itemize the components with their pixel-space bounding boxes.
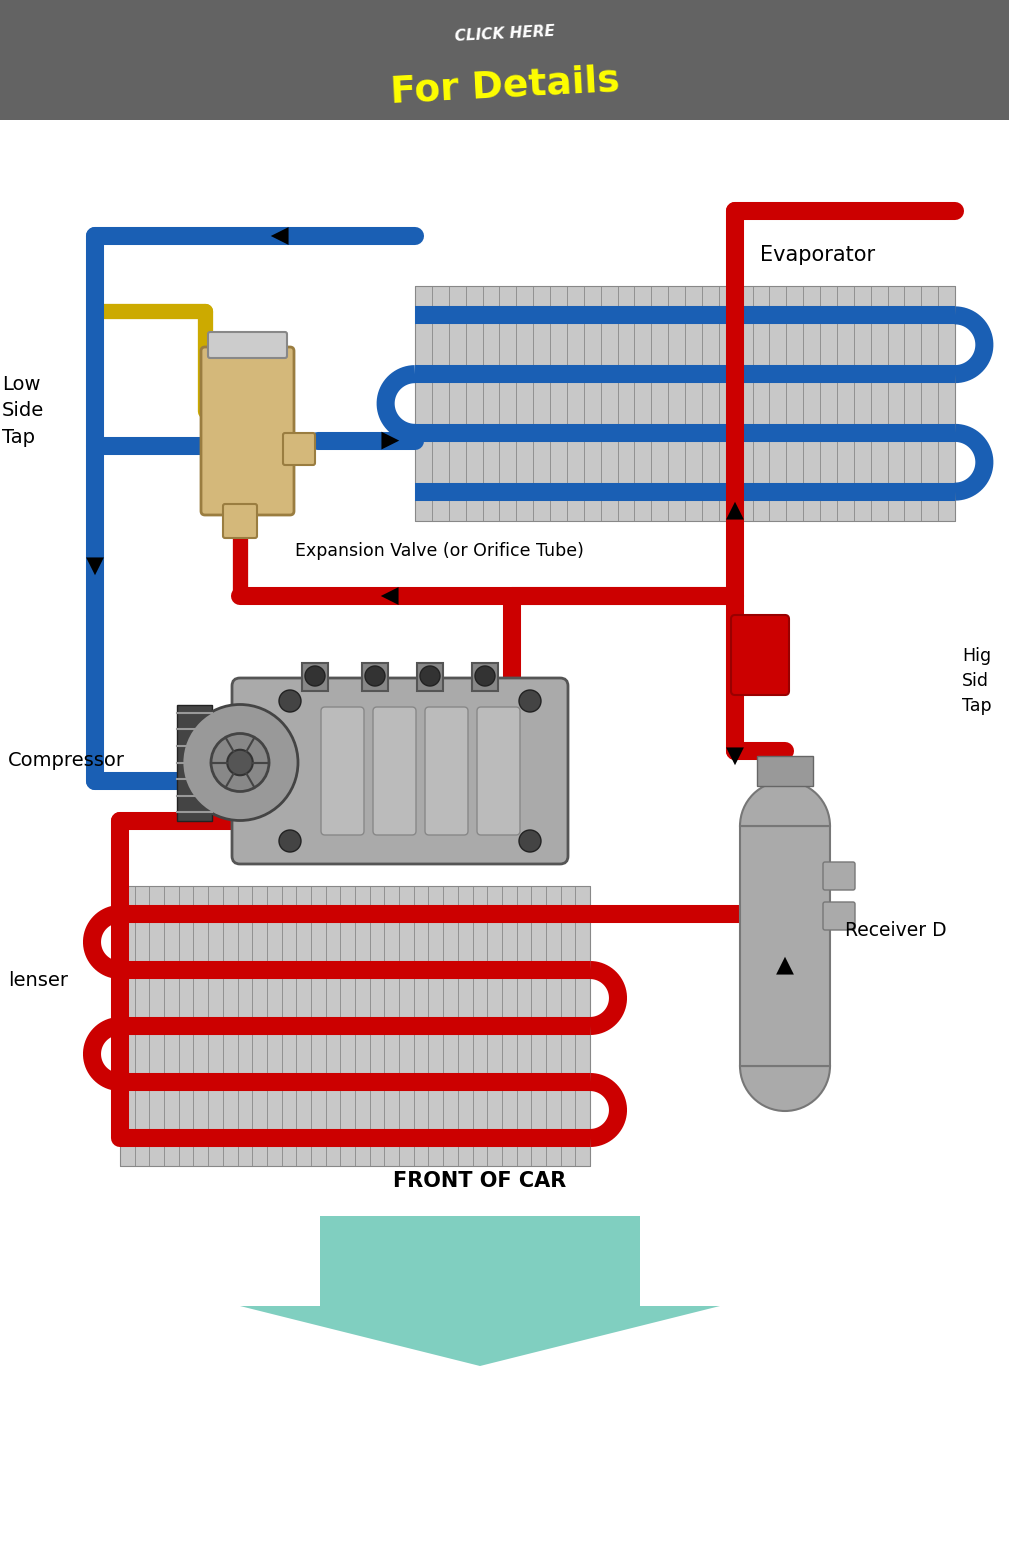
FancyBboxPatch shape — [415, 287, 955, 521]
Wedge shape — [740, 781, 830, 825]
Circle shape — [279, 691, 301, 713]
Circle shape — [519, 830, 541, 852]
Circle shape — [211, 733, 269, 791]
FancyBboxPatch shape — [373, 706, 416, 835]
FancyBboxPatch shape — [823, 861, 855, 889]
FancyBboxPatch shape — [472, 662, 498, 691]
FancyBboxPatch shape — [362, 662, 388, 691]
FancyBboxPatch shape — [477, 706, 520, 835]
Text: Hig
Sid
Tap: Hig Sid Tap — [962, 647, 992, 716]
FancyBboxPatch shape — [232, 678, 568, 864]
FancyBboxPatch shape — [740, 825, 830, 1066]
Circle shape — [519, 691, 541, 713]
Circle shape — [475, 666, 495, 686]
Text: FRONT OF CAR: FRONT OF CAR — [394, 1171, 567, 1192]
FancyBboxPatch shape — [302, 662, 328, 691]
FancyBboxPatch shape — [0, 0, 1009, 121]
FancyBboxPatch shape — [120, 886, 590, 1167]
FancyBboxPatch shape — [177, 705, 212, 821]
Text: CLICK HERE: CLICK HERE — [454, 23, 555, 44]
FancyBboxPatch shape — [321, 706, 364, 835]
FancyBboxPatch shape — [417, 662, 443, 691]
Polygon shape — [240, 1217, 720, 1366]
Text: Receiver D: Receiver D — [845, 921, 946, 940]
Text: For Details: For Details — [389, 63, 621, 110]
FancyBboxPatch shape — [731, 615, 789, 695]
FancyBboxPatch shape — [425, 706, 468, 835]
Text: Expansion Valve (or Orifice Tube): Expansion Valve (or Orifice Tube) — [295, 542, 584, 561]
Circle shape — [227, 750, 253, 775]
Wedge shape — [740, 1066, 830, 1110]
Circle shape — [305, 666, 325, 686]
Text: Evaporator: Evaporator — [760, 244, 875, 265]
FancyBboxPatch shape — [758, 756, 812, 786]
Circle shape — [420, 666, 440, 686]
Circle shape — [182, 705, 298, 821]
Text: Low
Side
Tap: Low Side Tap — [2, 374, 44, 446]
FancyBboxPatch shape — [208, 332, 287, 359]
Text: lenser: lenser — [8, 971, 68, 990]
Circle shape — [365, 666, 385, 686]
FancyBboxPatch shape — [201, 348, 294, 515]
FancyBboxPatch shape — [823, 902, 855, 930]
FancyBboxPatch shape — [283, 434, 315, 465]
Circle shape — [279, 830, 301, 852]
FancyBboxPatch shape — [223, 504, 257, 539]
Text: Compressor: Compressor — [8, 752, 125, 770]
